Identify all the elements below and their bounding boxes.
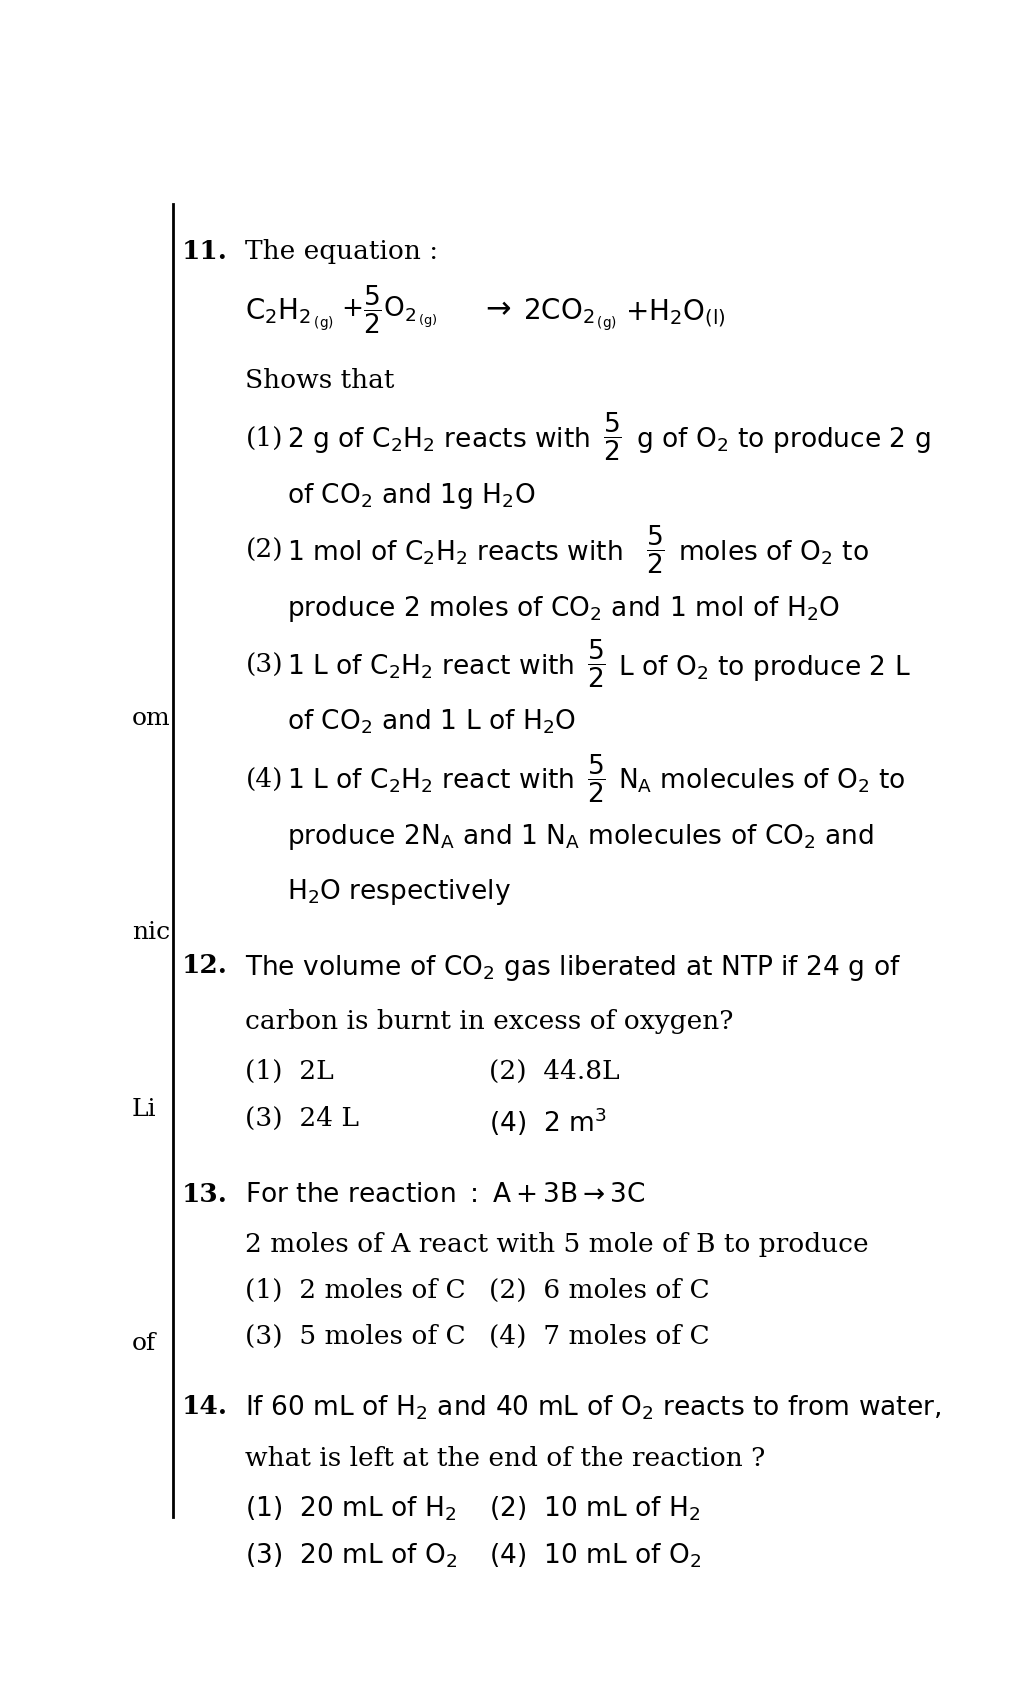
Text: $\mathrm{C_2H_{2_{\,(g)}}}$: $\mathrm{C_2H_{2_{\,(g)}}}$	[246, 297, 334, 332]
Text: $\mathrm{L\ of\ O_2\ to\ produce\ 2\ L}$: $\mathrm{L\ of\ O_2\ to\ produce\ 2\ L}$	[618, 653, 911, 682]
Text: $+\dfrac{5}{2}\mathrm{O_{2_{\,(g)}}}$: $+\dfrac{5}{2}\mathrm{O_{2_{\,(g)}}}$	[341, 283, 437, 336]
Text: $\mathrm{(2)\ \ 10\ mL\ of\ H_2}$: $\mathrm{(2)\ \ 10\ mL\ of\ H_2}$	[489, 1494, 700, 1523]
Text: 12.: 12.	[182, 953, 227, 979]
Text: (2)  6 moles of C: (2) 6 moles of C	[489, 1277, 710, 1303]
Text: $\mathrm{H_2O\ respectively}$: $\mathrm{H_2O\ respectively}$	[287, 876, 511, 907]
Text: (4): (4)	[246, 767, 283, 791]
Text: $\mathrm{of\ CO_2\ and\ 1g\ H_2O}$: $\mathrm{of\ CO_2\ and\ 1g\ H_2O}$	[287, 481, 536, 510]
Text: $\mathrm{(1)\ \ 20\ mL\ of\ H_2}$: $\mathrm{(1)\ \ 20\ mL\ of\ H_2}$	[246, 1494, 457, 1523]
Text: $\dfrac{5}{2}$: $\dfrac{5}{2}$	[587, 638, 605, 691]
Text: 11.: 11.	[182, 239, 227, 264]
Text: (3)  5 moles of C: (3) 5 moles of C	[246, 1323, 466, 1349]
Text: (1)  2L: (1) 2L	[246, 1057, 334, 1083]
Text: (2)  44.8L: (2) 44.8L	[489, 1057, 620, 1083]
Text: what is left at the end of the reaction ?: what is left at the end of the reaction …	[246, 1446, 766, 1470]
Text: $\dfrac{5}{2}$: $\dfrac{5}{2}$	[646, 523, 665, 576]
Text: (4)  7 moles of C: (4) 7 moles of C	[489, 1323, 710, 1349]
Text: nic: nic	[132, 921, 170, 943]
Text: $\mathrm{moles\ of\ O_2\ to}$: $\mathrm{moles\ of\ O_2\ to}$	[678, 539, 868, 566]
Text: $\mathrm{The\ volume\ of\ CO_2\ gas\ liberated\ at\ NTP\ if\ 24\ g\ of}$: $\mathrm{The\ volume\ of\ CO_2\ gas\ lib…	[246, 953, 901, 982]
Text: om: om	[132, 706, 171, 730]
Text: (1)  2 moles of C: (1) 2 moles of C	[246, 1277, 466, 1303]
Text: 13.: 13.	[182, 1182, 227, 1207]
Text: $\mathrm{1\ L\ of\ C_2H_2\ react\ with}$: $\mathrm{1\ L\ of\ C_2H_2\ react\ with}$	[287, 767, 574, 795]
Text: 2 moles of A react with 5 mole of B to produce: 2 moles of A react with 5 mole of B to p…	[246, 1231, 869, 1257]
Text: of: of	[132, 1332, 157, 1354]
Text: $\mathrm{1\ mol\ of\ C_2H_2\ reacts\ with}$: $\mathrm{1\ mol\ of\ C_2H_2\ reacts\ wit…	[287, 539, 623, 566]
Text: $\rightarrow$: $\rightarrow$	[479, 293, 512, 322]
Text: $\mathrm{(4)\ \ 10\ mL\ of\ O_2}$: $\mathrm{(4)\ \ 10\ mL\ of\ O_2}$	[489, 1541, 701, 1570]
Text: $\mathrm{2\ g\ of\ C_2H_2\ reacts\ with}$: $\mathrm{2\ g\ of\ C_2H_2\ reacts\ with}…	[287, 425, 590, 455]
Text: Shows that: Shows that	[246, 367, 395, 392]
Text: (3)  24 L: (3) 24 L	[246, 1105, 359, 1130]
Text: $\mathrm{produce\ 2\ moles\ of\ CO_2\ and\ 1\ mol\ of\ H_2O}$: $\mathrm{produce\ 2\ moles\ of\ CO_2\ an…	[287, 593, 840, 624]
Text: $\mathrm{g\ of\ O_2\ to\ produce\ 2\ g}$: $\mathrm{g\ of\ O_2\ to\ produce\ 2\ g}$	[636, 425, 931, 455]
Text: $\mathrm{1\ L\ of\ C_2H_2\ react\ with}$: $\mathrm{1\ L\ of\ C_2H_2\ react\ with}$	[287, 653, 574, 680]
Text: $\mathrm{(3)\ \ 20\ mL\ of\ O_2}$: $\mathrm{(3)\ \ 20\ mL\ of\ O_2}$	[246, 1541, 458, 1570]
Text: $\dfrac{5}{2}$: $\dfrac{5}{2}$	[587, 752, 605, 805]
Text: 14.: 14.	[182, 1393, 228, 1419]
Text: Li: Li	[132, 1098, 157, 1120]
Text: $(4)\ \ 2\ \mathrm{m}^3$: $(4)\ \ 2\ \mathrm{m}^3$	[489, 1105, 607, 1137]
Text: $\mathrm{produce\ 2N_A\ and\ 1\ N_A\ molecules\ of\ CO_2\ and}$: $\mathrm{produce\ 2N_A\ and\ 1\ N_A\ mol…	[287, 822, 873, 851]
Text: $\mathrm{of\ CO_2\ and\ 1\ L\ of\ H_2O}$: $\mathrm{of\ CO_2\ and\ 1\ L\ of\ H_2O}$	[287, 708, 575, 737]
Text: $\dfrac{5}{2}$: $\dfrac{5}{2}$	[602, 411, 622, 464]
Text: carbon is burnt in excess of oxygen?: carbon is burnt in excess of oxygen?	[246, 1008, 734, 1033]
Text: (3): (3)	[246, 653, 283, 677]
Text: (2): (2)	[246, 539, 283, 563]
Text: The equation :: The equation :	[246, 239, 438, 264]
Text: $\mathrm{If\ 60\ mL\ of\ H_2\ and\ 40\ mL\ of\ O_2\ reacts\ to\ from\ water,}$: $\mathrm{If\ 60\ mL\ of\ H_2\ and\ 40\ m…	[246, 1393, 942, 1422]
Text: $+\mathrm{H_2O_{(l)}}$: $+\mathrm{H_2O_{(l)}}$	[625, 297, 725, 329]
Text: $\mathrm{N_A\ molecules\ of\ O_2\ to}$: $\mathrm{N_A\ molecules\ of\ O_2\ to}$	[618, 767, 906, 795]
Text: $\mathrm{2CO_{2_{\,(g)}}}$: $\mathrm{2CO_{2_{\,(g)}}}$	[523, 297, 617, 332]
Text: $\mathrm{For\ the\ reaction\ :\ A + 3B \rightarrow 3C}$: $\mathrm{For\ the\ reaction\ :\ A + 3B \…	[246, 1182, 646, 1207]
Text: (1): (1)	[246, 425, 283, 450]
